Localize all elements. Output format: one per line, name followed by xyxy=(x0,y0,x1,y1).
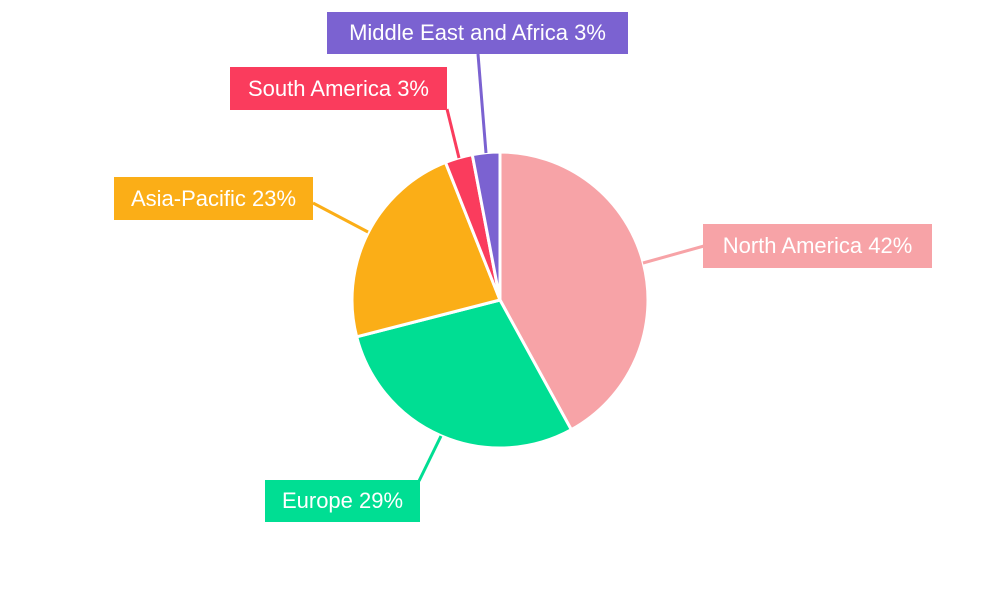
label-north-america: North America 42% xyxy=(703,224,932,268)
pie-slice-asia-pacific[interactable] xyxy=(350,160,502,339)
label-europe: Europe 29% xyxy=(265,480,420,522)
leader-line-europe xyxy=(417,435,443,482)
leader-line-middle-east-and-africa xyxy=(476,53,488,154)
label-middle-east-and-africa: Middle East and Africa 3% xyxy=(327,12,628,54)
label-asia-pacific: Asia-Pacific 23% xyxy=(114,177,313,220)
leader-line-south-america xyxy=(445,108,461,159)
leader-line-north-america xyxy=(642,244,705,265)
leader-line-asia-pacific xyxy=(312,201,369,234)
pie-slice-europe[interactable] xyxy=(355,298,573,450)
label-south-america: South America 3% xyxy=(230,67,447,110)
